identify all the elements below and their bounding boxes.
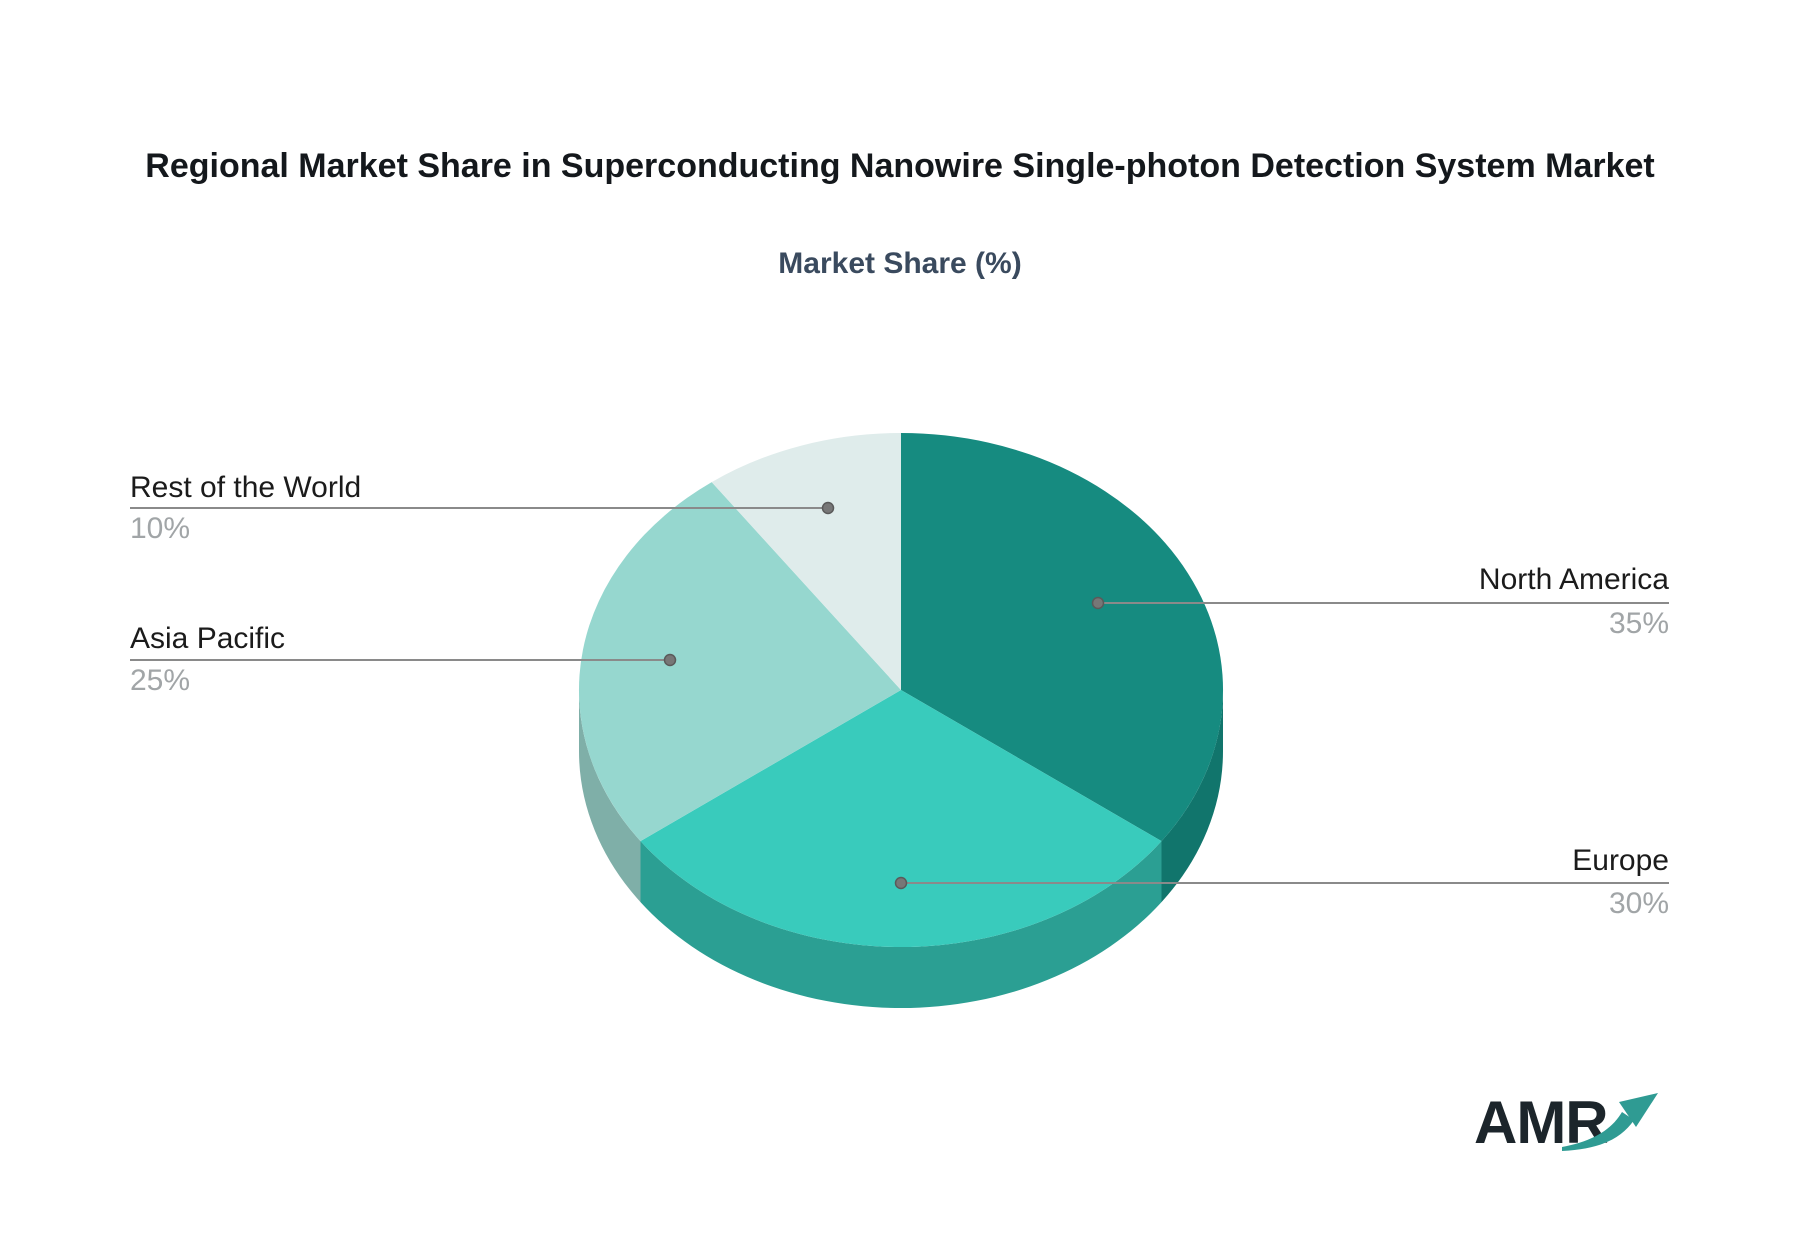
label-rest-of-the-world: Rest of the World: [130, 471, 361, 505]
label-europe-name: Europe: [1572, 844, 1669, 877]
amr-logo: AMR: [1470, 1086, 1680, 1160]
label-rest-of-the-world-pct: 10%: [130, 512, 191, 545]
pie-slice-asia-pacific[interactable]: [578, 482, 901, 842]
label-asia-pacific-pct: 25%: [130, 664, 191, 697]
label-europe-pct: 30%: [1608, 887, 1669, 920]
label-asia-pacific-name: Asia Pacific: [130, 622, 286, 655]
leader-dot-europe: [894, 876, 908, 890]
leader-dot-asia-pacific: [663, 653, 677, 667]
amr-logo-graphic: AMR: [1474, 1089, 1658, 1156]
pie-slice-north-america[interactable]: [901, 432, 1224, 842]
pie-slice-rest-of-the-world[interactable]: [711, 433, 901, 690]
pct-north-america: 35%: [1609, 607, 1669, 641]
pie-slice-asia-pacific-side: [579, 690, 641, 903]
pct-europe: 30%: [1609, 887, 1669, 921]
chart-subtitle: Market Share (%): [778, 247, 1022, 280]
chart-title: Regional Market Share in Superconducting…: [145, 147, 1655, 185]
label-north-america-name: North America: [1478, 563, 1669, 596]
label-north-america: North America: [1479, 563, 1669, 597]
leader-dot-north-america: [1091, 596, 1105, 610]
label-asia-pacific: Asia Pacific: [130, 622, 285, 656]
pie-slice-europe-side: [640, 841, 1162, 1009]
label-north-america-pct: 35%: [1608, 607, 1669, 640]
label-europe: Europe: [1572, 844, 1669, 878]
label-rest-of-the-world-name: Rest of the World: [130, 471, 362, 504]
pct-rest-of-the-world: 10%: [130, 512, 190, 546]
amr-logo-arrow-icon: [1562, 1093, 1658, 1151]
pct-asia-pacific: 25%: [130, 664, 190, 698]
leader-dot-rest-of-the-world: [821, 501, 835, 515]
pie-slice-north-america-side: [1161, 690, 1224, 903]
